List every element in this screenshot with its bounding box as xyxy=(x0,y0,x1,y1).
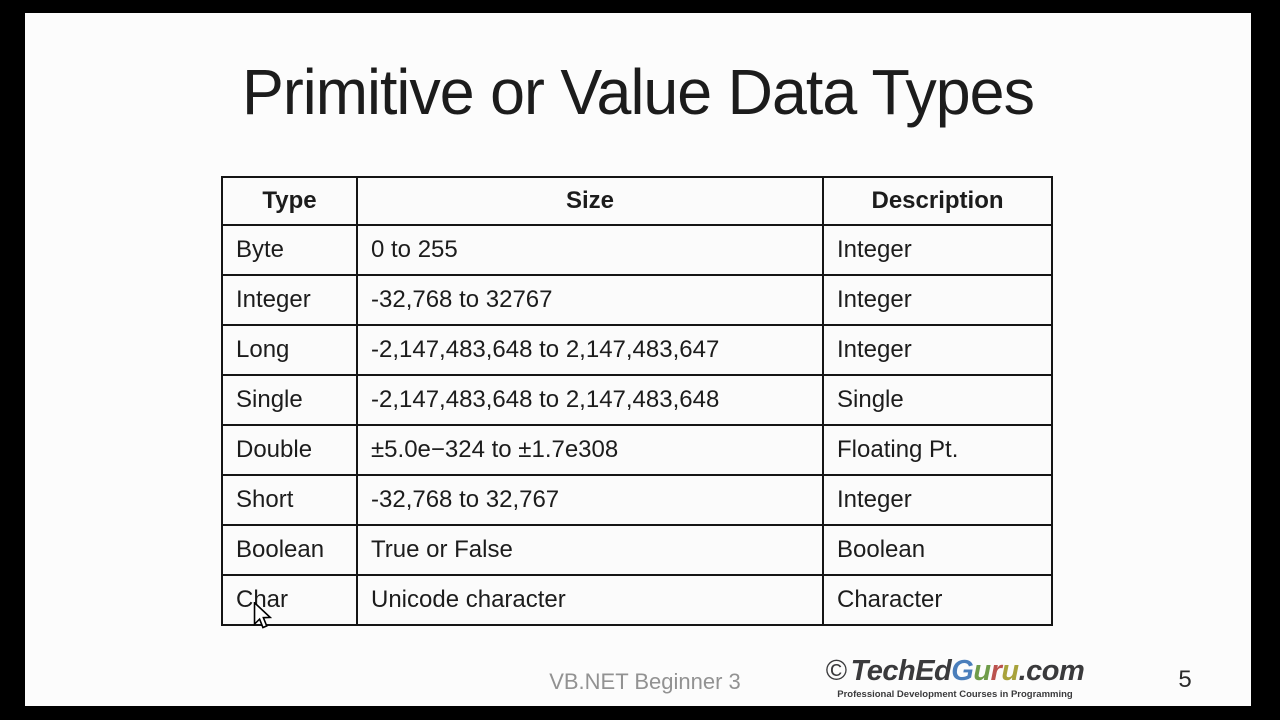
cell-type: Long xyxy=(221,324,358,376)
logo-brand-prefix: TechEd xyxy=(850,655,952,687)
logo-letter-u2: u xyxy=(1001,655,1019,687)
column-header-description: Description xyxy=(822,176,1053,226)
logo-letter-g: G xyxy=(951,655,974,687)
cell-size: -2,147,483,648 to 2,147,483,648 xyxy=(356,374,824,426)
cell-type: Char xyxy=(221,574,358,626)
cell-description: Floating Pt. xyxy=(822,424,1053,476)
cell-size: ±5.0e−324 to ±1.7e308 xyxy=(356,424,824,476)
cell-size: -32,768 to 32767 xyxy=(356,274,824,326)
cell-description: Character xyxy=(822,574,1053,626)
table-row: Byte 0 to 255 Integer xyxy=(221,224,1053,276)
cell-description: Integer xyxy=(822,274,1053,326)
cell-description: Integer xyxy=(822,474,1053,526)
logo-wordmark: © TechEdGuru.com xyxy=(807,655,1103,688)
table-row: Long -2,147,483,648 to 2,147,483,647 Int… xyxy=(221,324,1053,376)
logo-letter-r: r xyxy=(990,655,1002,687)
techedguru-logo: © TechEdGuru.com Professional Development… xyxy=(807,655,1103,700)
cell-type: Boolean xyxy=(221,524,358,576)
cell-size: Unicode character xyxy=(356,574,824,626)
table-row: Single -2,147,483,648 to 2,147,483,648 S… xyxy=(221,374,1053,426)
mouse-cursor-icon xyxy=(253,602,272,629)
cell-type: Integer xyxy=(221,274,358,326)
cell-description: Integer xyxy=(822,324,1053,376)
table-header-row: Type Size Description xyxy=(221,176,1053,226)
table-row: Short -32,768 to 32,767 Integer xyxy=(221,474,1053,526)
logo-suffix: .com xyxy=(1018,655,1085,687)
table-row: Double ±5.0e−324 to ±1.7e308 Floating Pt… xyxy=(221,424,1053,476)
column-header-size: Size xyxy=(356,176,824,226)
cell-description: Integer xyxy=(822,224,1053,276)
table-row: Char Unicode character Character xyxy=(221,574,1053,626)
cell-type: Single xyxy=(221,374,358,426)
cell-type: Double xyxy=(221,424,358,476)
cell-size: -2,147,483,648 to 2,147,483,647 xyxy=(356,324,824,376)
column-header-type: Type xyxy=(221,176,358,226)
slide-page-number: 5 xyxy=(1178,666,1192,693)
logo-tagline: Professional Development Courses in Prog… xyxy=(837,689,1073,700)
slide: Primitive or Value Data Types Type Size … xyxy=(25,13,1251,706)
page-title: Primitive or Value Data Types xyxy=(242,56,1035,128)
copyright-icon: © xyxy=(825,655,847,687)
cell-description: Single xyxy=(822,374,1053,426)
data-types-table: Type Size Description Byte 0 to 255 Inte… xyxy=(221,176,1053,626)
cell-description: Boolean xyxy=(822,524,1053,576)
table-row: Integer -32,768 to 32767 Integer xyxy=(221,274,1053,326)
cell-size: 0 to 255 xyxy=(356,224,824,276)
cell-type: Short xyxy=(221,474,358,526)
cell-size: True or False xyxy=(356,524,824,576)
cell-type: Byte xyxy=(221,224,358,276)
course-label: VB.NET Beginner 3 xyxy=(549,669,741,694)
cell-size: -32,768 to 32,767 xyxy=(356,474,824,526)
logo-letter-u1: u xyxy=(973,655,991,687)
table-row: Boolean True or False Boolean xyxy=(221,524,1053,576)
